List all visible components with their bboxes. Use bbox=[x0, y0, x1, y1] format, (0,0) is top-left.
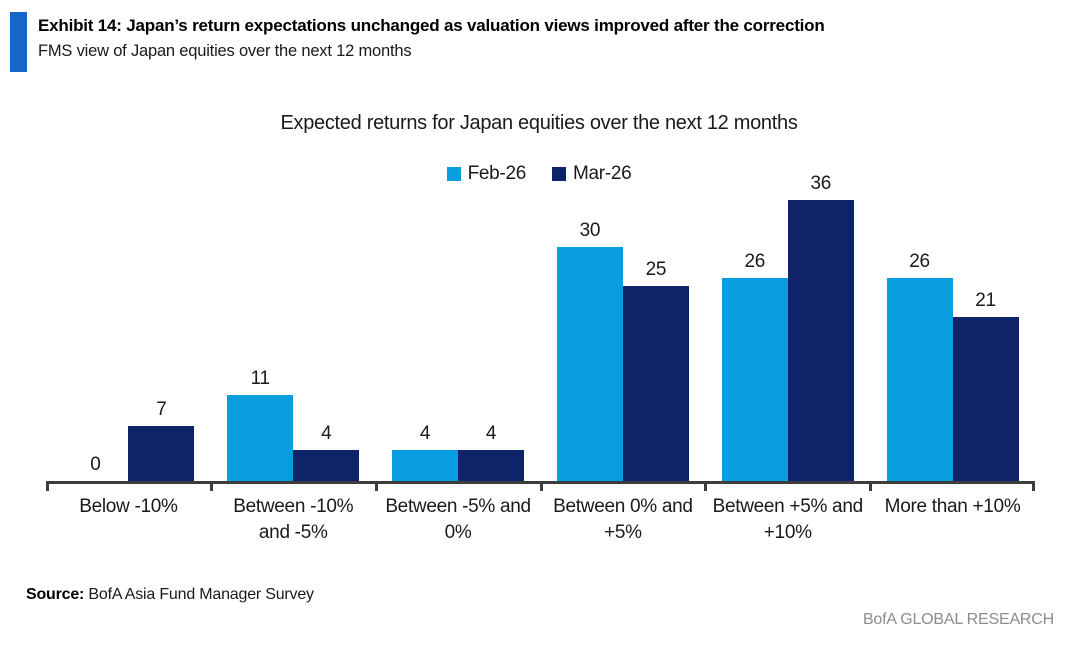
bar-column-feb-26: 0 bbox=[62, 454, 128, 481]
bar-value-label: 26 bbox=[909, 251, 930, 272]
bar-value-label: 7 bbox=[156, 399, 167, 420]
category-label: Between 0% and +5% bbox=[553, 496, 693, 543]
x-axis-tick bbox=[375, 484, 378, 491]
bar-value-label: 0 bbox=[90, 454, 101, 475]
source-text: BofA Asia Fund Manager Survey bbox=[84, 586, 314, 603]
bar bbox=[392, 450, 459, 481]
x-axis-tick bbox=[540, 484, 543, 491]
category-label: Below -10% bbox=[79, 496, 178, 517]
category-label: Between +5% and +10% bbox=[712, 496, 864, 543]
bar-value-label: 30 bbox=[579, 220, 601, 241]
bar-groups: 0 7 11 4 4 4 30 25 26 36 26 21 bbox=[46, 169, 1035, 481]
exhibit-accent-bar bbox=[10, 12, 27, 72]
bar bbox=[556, 247, 623, 481]
bar-value-label: 36 bbox=[810, 173, 831, 194]
exhibit-title: Exhibit 14: Japan’s return expectations … bbox=[38, 16, 825, 35]
bar-column-mar-26: 4 bbox=[293, 423, 360, 481]
bar-column-mar-26: 7 bbox=[128, 399, 195, 481]
bar bbox=[293, 450, 360, 481]
brand-line: BofA GLOBAL RESEARCH bbox=[862, 611, 1054, 628]
exhibit-header: Exhibit 14: Japan’s return expectations … bbox=[38, 13, 1058, 65]
legend-label: Feb-26 bbox=[467, 163, 527, 184]
bar bbox=[128, 426, 195, 481]
bar-value-label: 11 bbox=[250, 368, 270, 389]
source-label: Source: bbox=[26, 586, 85, 603]
bar-column-feb-26: 30 bbox=[556, 220, 623, 481]
bar-value-label: 26 bbox=[744, 251, 765, 272]
legend-swatch-icon bbox=[446, 167, 461, 181]
exhibit-subtitle: FMS view of Japan equities over the next… bbox=[38, 42, 412, 61]
bar-column-feb-26: 11 bbox=[227, 368, 294, 481]
bar bbox=[952, 317, 1019, 481]
category-label: Between -5% and 0% bbox=[385, 496, 531, 543]
bar-value-label: 4 bbox=[419, 423, 431, 444]
legend-item-feb-26: Feb-26 bbox=[446, 163, 527, 185]
x-axis-tick bbox=[1032, 484, 1035, 491]
bar-value-label: 4 bbox=[485, 423, 497, 444]
bar bbox=[458, 450, 525, 481]
bar-group: 26 21 bbox=[870, 169, 1035, 481]
x-axis-tick bbox=[46, 484, 49, 491]
chart-plot-area: 0 7 11 4 4 4 30 25 26 36 26 21 bbox=[46, 169, 1035, 491]
category-label: Between -10% and -5% bbox=[233, 496, 354, 543]
bar bbox=[227, 395, 294, 481]
bar-group: 26 36 bbox=[705, 169, 870, 481]
bar-value-label: 25 bbox=[645, 259, 667, 280]
category-label: More than +10% bbox=[884, 496, 1021, 517]
legend-label: Mar-26 bbox=[573, 163, 632, 184]
bar-value-label: 21 bbox=[975, 290, 996, 311]
source-line: Source: BofA Asia Fund Manager Survey bbox=[26, 586, 314, 604]
legend-item-mar-26: Mar-26 bbox=[552, 163, 632, 185]
bar-column-mar-26: 4 bbox=[458, 423, 525, 481]
bar-column-feb-26: 4 bbox=[392, 423, 459, 481]
bar-value-label: 4 bbox=[321, 423, 332, 444]
x-axis-tick bbox=[704, 484, 707, 491]
bar-column-mar-26: 25 bbox=[622, 259, 689, 481]
bar bbox=[721, 278, 788, 481]
bar-column-mar-26: 21 bbox=[952, 290, 1019, 481]
chart-title: Expected returns for Japan equities over… bbox=[280, 112, 798, 134]
x-axis-category-labels: Below -10% Between -10% and -5% Between -5… bbox=[46, 494, 1035, 545]
legend-swatch-icon bbox=[552, 167, 566, 181]
x-axis-tick bbox=[210, 484, 213, 491]
bar bbox=[622, 286, 689, 481]
bar-column-mar-26: 36 bbox=[787, 173, 854, 481]
bar-group: 11 4 bbox=[211, 169, 376, 481]
bar bbox=[886, 278, 953, 481]
bar-column-feb-26: 26 bbox=[721, 251, 788, 481]
chart-legend: Feb-26 Mar-26 bbox=[0, 163, 1078, 185]
bar-column-feb-26: 26 bbox=[886, 251, 953, 481]
bar bbox=[787, 200, 854, 481]
bar-group: 30 25 bbox=[540, 169, 705, 481]
x-axis-tick bbox=[869, 484, 872, 491]
